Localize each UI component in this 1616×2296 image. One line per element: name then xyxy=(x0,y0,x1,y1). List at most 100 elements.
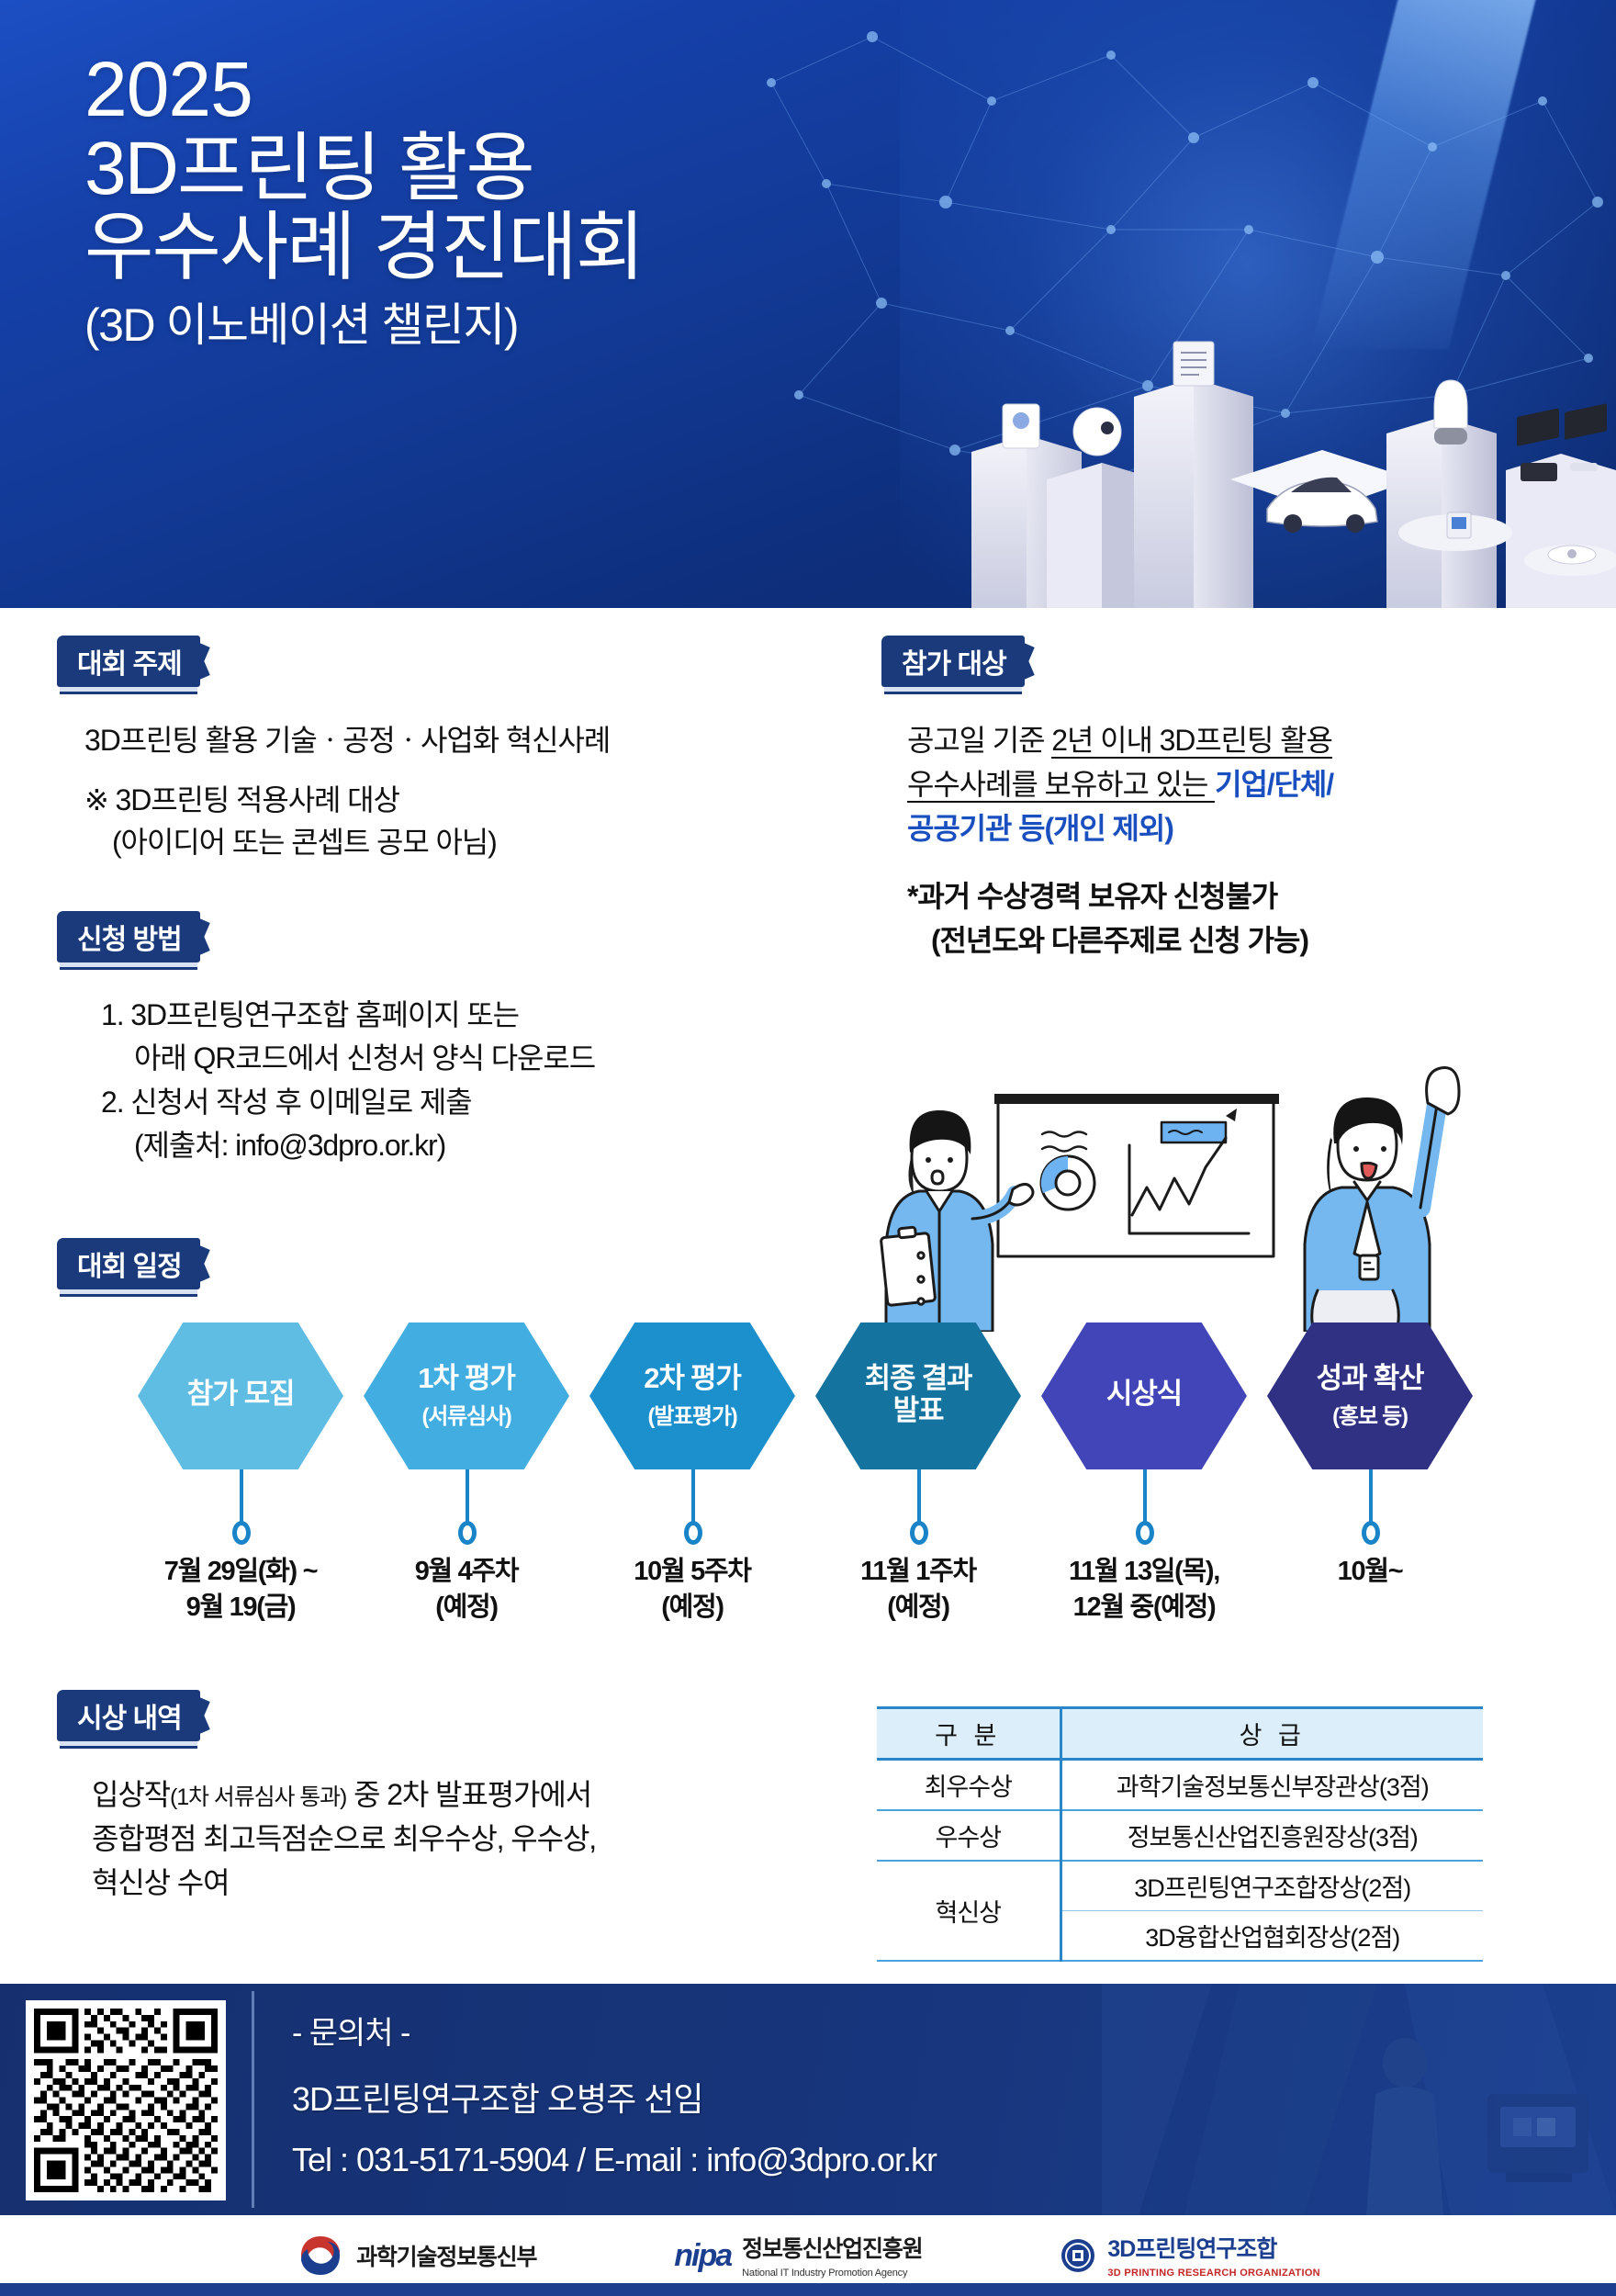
timeline-step-1: 참가 모집 7월 29일(화) ~ 9월 19(금) xyxy=(138,1322,343,1622)
award-category-cell: 최우수상 xyxy=(877,1758,1062,1811)
topic-line-1: 3D프린팅 활용 기술ㆍ공정ㆍ사업화 혁신사례 xyxy=(84,724,611,757)
award-prize-cell: 3D프린팅연구조합장상(2점) xyxy=(1060,1860,1483,1911)
timeline-step-2: 1차 평가 (서류심사) 9월 4주차 (예정) xyxy=(364,1322,569,1622)
target-content: 공고일 기준 2년 이내 3D프린팅 활용 우수사례를 보유하고 있는 기업/단… xyxy=(907,718,1605,962)
table-row: 최우수상 과학기술정보통신부장관상(3점) xyxy=(877,1758,1483,1811)
timeline-date-1: 7월 29일(화) ~ 9월 19(금) xyxy=(163,1557,319,1622)
award-table-header-row: 구 분 상 급 xyxy=(877,1706,1483,1761)
logo-msit: 과학기술정보통신부 xyxy=(296,2231,537,2280)
timeline-dot-6 xyxy=(1362,1521,1380,1545)
3d-printed-products-illustration xyxy=(971,341,1616,608)
bottom-strip xyxy=(0,2283,1616,2296)
contact-label: - 문의처 - xyxy=(292,2016,410,2051)
awards-desc-line-1: 입상작(1차 서류심사 통과) 중 2차 발표평가에서 xyxy=(92,1778,592,1811)
timeline-step-5: 시상식 11월 13일(목), 12월 중(예정) xyxy=(1041,1322,1247,1622)
timeline-stem-3 xyxy=(691,1469,695,1526)
topic-note-2: (아이디어 또는 콘셉트 공모 아님) xyxy=(112,825,498,859)
award-category-cell: 혁신상 xyxy=(877,1860,1062,1962)
timeline-dot-1 xyxy=(232,1521,251,1545)
qr-code-container[interactable] xyxy=(26,2000,226,2200)
table-row: 3D융합산업협회장상(2점) xyxy=(877,1910,1483,1962)
logo-nipa-wordmark: nipa xyxy=(674,2237,733,2273)
timeline-sub-3: (발표평가) xyxy=(647,1404,737,1430)
timeline-step-6: 성과 확산 (홍보 등) 10월~ xyxy=(1267,1322,1473,1586)
logo-nipa-label: 정보통신산업진흥원 xyxy=(742,2236,923,2262)
logo-msit-label: 과학기술정보통신부 xyxy=(356,2245,537,2270)
timeline-hex-2: 1차 평가 (서류심사) xyxy=(364,1322,569,1469)
target-note-1: *과거 수상경력 보유자 신청불가 xyxy=(907,880,1278,913)
header-banner: 2025 3D프린팅 활용 우수사례 경진대회 (3D 이노베이션 챌린지) xyxy=(0,0,1616,608)
schedule-timeline: 참가 모집 7월 29일(화) ~ 9월 19(금) 1차 평가 (서류심사) … xyxy=(0,1322,1616,1635)
target-line-2: 우수사례를 보유하고 있는 기업/단체/ xyxy=(907,768,1334,803)
award-col-category: 구 분 xyxy=(877,1706,1062,1761)
table-row: 혁신상 3D프린팅연구조합장상(2점) xyxy=(877,1860,1483,1962)
timeline-stem-1 xyxy=(240,1469,243,1526)
timeline-hex-4: 최종 결과 발표 xyxy=(815,1322,1021,1469)
badge-schedule: 대회 일정 xyxy=(57,1238,200,1289)
qr-code[interactable] xyxy=(34,2009,218,2192)
logo-3dpro: 3D프린팅연구조합 3D PRINTING RESEARCH ORGANIZAT… xyxy=(1060,2231,1320,2280)
timeline-sub-2: (서류심사) xyxy=(421,1404,511,1430)
timeline-dot-4 xyxy=(910,1521,928,1545)
awards-desc-line-2: 종합평점 최고득점순으로 최우수상, 우수상, xyxy=(92,1822,597,1855)
logo-nipa-sublabel: National IT Industry Promotion Agency xyxy=(742,2268,908,2279)
contact-info: - 문의처 - 3D프린팅연구조합 오병주 선임 Tel : 031-5171-… xyxy=(292,2008,937,2200)
badge-target: 참가 대상 xyxy=(881,636,1025,687)
award-category-cell: 우수상 xyxy=(877,1809,1062,1862)
awards-desc-line-3: 혁신상 수여 xyxy=(92,1866,230,1899)
apply-item-2-line-1: 2. 신청서 작성 후 이메일로 제출 xyxy=(101,1085,473,1119)
timeline-title-6: 성과 확산 xyxy=(1316,1361,1425,1394)
title-line-1: 3D프린팅 활용 xyxy=(84,127,535,211)
timeline-date-6: 10월~ xyxy=(1337,1557,1404,1586)
topic-note-1: ※ 3D프린팅 적용사례 대상 xyxy=(84,783,400,817)
timeline-sub-6: (홍보 등) xyxy=(1332,1404,1408,1430)
title-subtitle: (3D 이노베이션 챌린지) xyxy=(84,298,520,351)
awards-description: 입상작(1차 서류심사 통과) 중 2차 발표평가에서 종합평점 최고득점순으로… xyxy=(92,1773,845,1905)
apply-item-2-line-2: (제출처: info@3dpro.or.kr) xyxy=(134,1129,446,1163)
timeline-hex-3: 2차 평가 (발표평가) xyxy=(589,1322,795,1469)
contact-person: 3D프린팅연구조합 오병주 선임 xyxy=(292,2080,703,2118)
timeline-dot-2 xyxy=(458,1521,477,1545)
topic-content: 3D프린팅 활용 기술ㆍ공정ㆍ사업화 혁신사례 ※ 3D프린팅 적용사례 대상 … xyxy=(84,720,837,863)
contact-footer: - 문의처 - 3D프린팅연구조합 오병주 선임 Tel : 031-5171-… xyxy=(0,1984,1616,2215)
timeline-hex-5: 시상식 xyxy=(1041,1322,1247,1469)
timeline-stem-5 xyxy=(1143,1469,1147,1526)
apply-item-1-line-1: 1. 3D프린팅연구조합 홈페이지 또는 xyxy=(101,998,520,1031)
award-col-prize: 상 급 xyxy=(1060,1706,1483,1761)
footer-divider xyxy=(252,1991,254,2208)
timeline-step-3: 2차 평가 (발표평가) 10월 5주차 (예정) xyxy=(589,1322,795,1622)
timeline-title-3: 2차 평가 xyxy=(644,1361,742,1394)
timeline-hex-1: 참가 모집 xyxy=(138,1322,343,1469)
3dpro-emblem-icon xyxy=(1061,2239,1095,2272)
timeline-stem-6 xyxy=(1369,1469,1373,1526)
timeline-title-2: 1차 평가 xyxy=(418,1361,516,1394)
award-table: 구 분 상 급 최우수상 과학기술정보통신부장관상(3점) 우수상 정보통신산업… xyxy=(877,1706,1483,1962)
target-line-3: 공공기관 등(개인 제외) xyxy=(907,812,1174,845)
taegeuk-icon xyxy=(301,2236,341,2275)
timeline-date-2: 9월 4주차 (예정) xyxy=(414,1557,520,1622)
logo-3dpro-label: 3D프린팅연구조합 xyxy=(1107,2236,1277,2262)
logo-nipa: nipa 정보통신산업진흥원 National IT Industry Prom… xyxy=(674,2231,923,2280)
target-line-1: 공고일 기준 2년 이내 3D프린팅 활용 xyxy=(907,724,1333,759)
timeline-date-4: 11월 1주차 (예정) xyxy=(860,1557,977,1622)
presentation-illustration xyxy=(880,1066,1461,1332)
badge-awards: 시상 내역 xyxy=(57,1690,200,1741)
award-prize-cell: 3D융합산업협회장상(2점) xyxy=(1060,1910,1483,1962)
award-prize-cell: 정보통신산업진흥원장상(3점) xyxy=(1060,1809,1483,1862)
contact-tel-email: Tel : 031-5171-5904 / E-mail : info@3dpr… xyxy=(292,2141,937,2178)
sponsor-logo-bar: 과학기술정보통신부 nipa 정보통신산업진흥원 National IT Ind… xyxy=(0,2215,1616,2296)
timeline-stem-4 xyxy=(917,1469,921,1526)
timeline-date-5: 11월 13일(목), 12월 중(예정) xyxy=(1068,1557,1220,1622)
award-prize-cell: 과학기술정보통신부장관상(3점) xyxy=(1060,1758,1483,1811)
table-row: 우수상 정보통신산업진흥원장상(3점) xyxy=(877,1809,1483,1862)
timeline-dot-5 xyxy=(1136,1521,1154,1545)
apply-content: 1. 3D프린팅연구조합 홈페이지 또는 아래 QR코드에서 신청서 양식 다운… xyxy=(101,994,863,1167)
logo-nipa-text: 정보통신산업진흥원 National IT Industry Promotion… xyxy=(742,2231,923,2280)
title-line-2: 우수사례 경진대회 xyxy=(84,205,645,289)
timeline-hex-6: 성과 확산 (홍보 등) xyxy=(1267,1322,1473,1469)
timeline-dot-3 xyxy=(684,1521,702,1545)
timeline-date-3: 10월 5주차 (예정) xyxy=(634,1557,752,1622)
timeline-title-4: 최종 결과 발표 xyxy=(864,1361,973,1426)
apply-item-1-line-2: 아래 QR코드에서 신청서 양식 다운로드 xyxy=(134,1041,596,1075)
